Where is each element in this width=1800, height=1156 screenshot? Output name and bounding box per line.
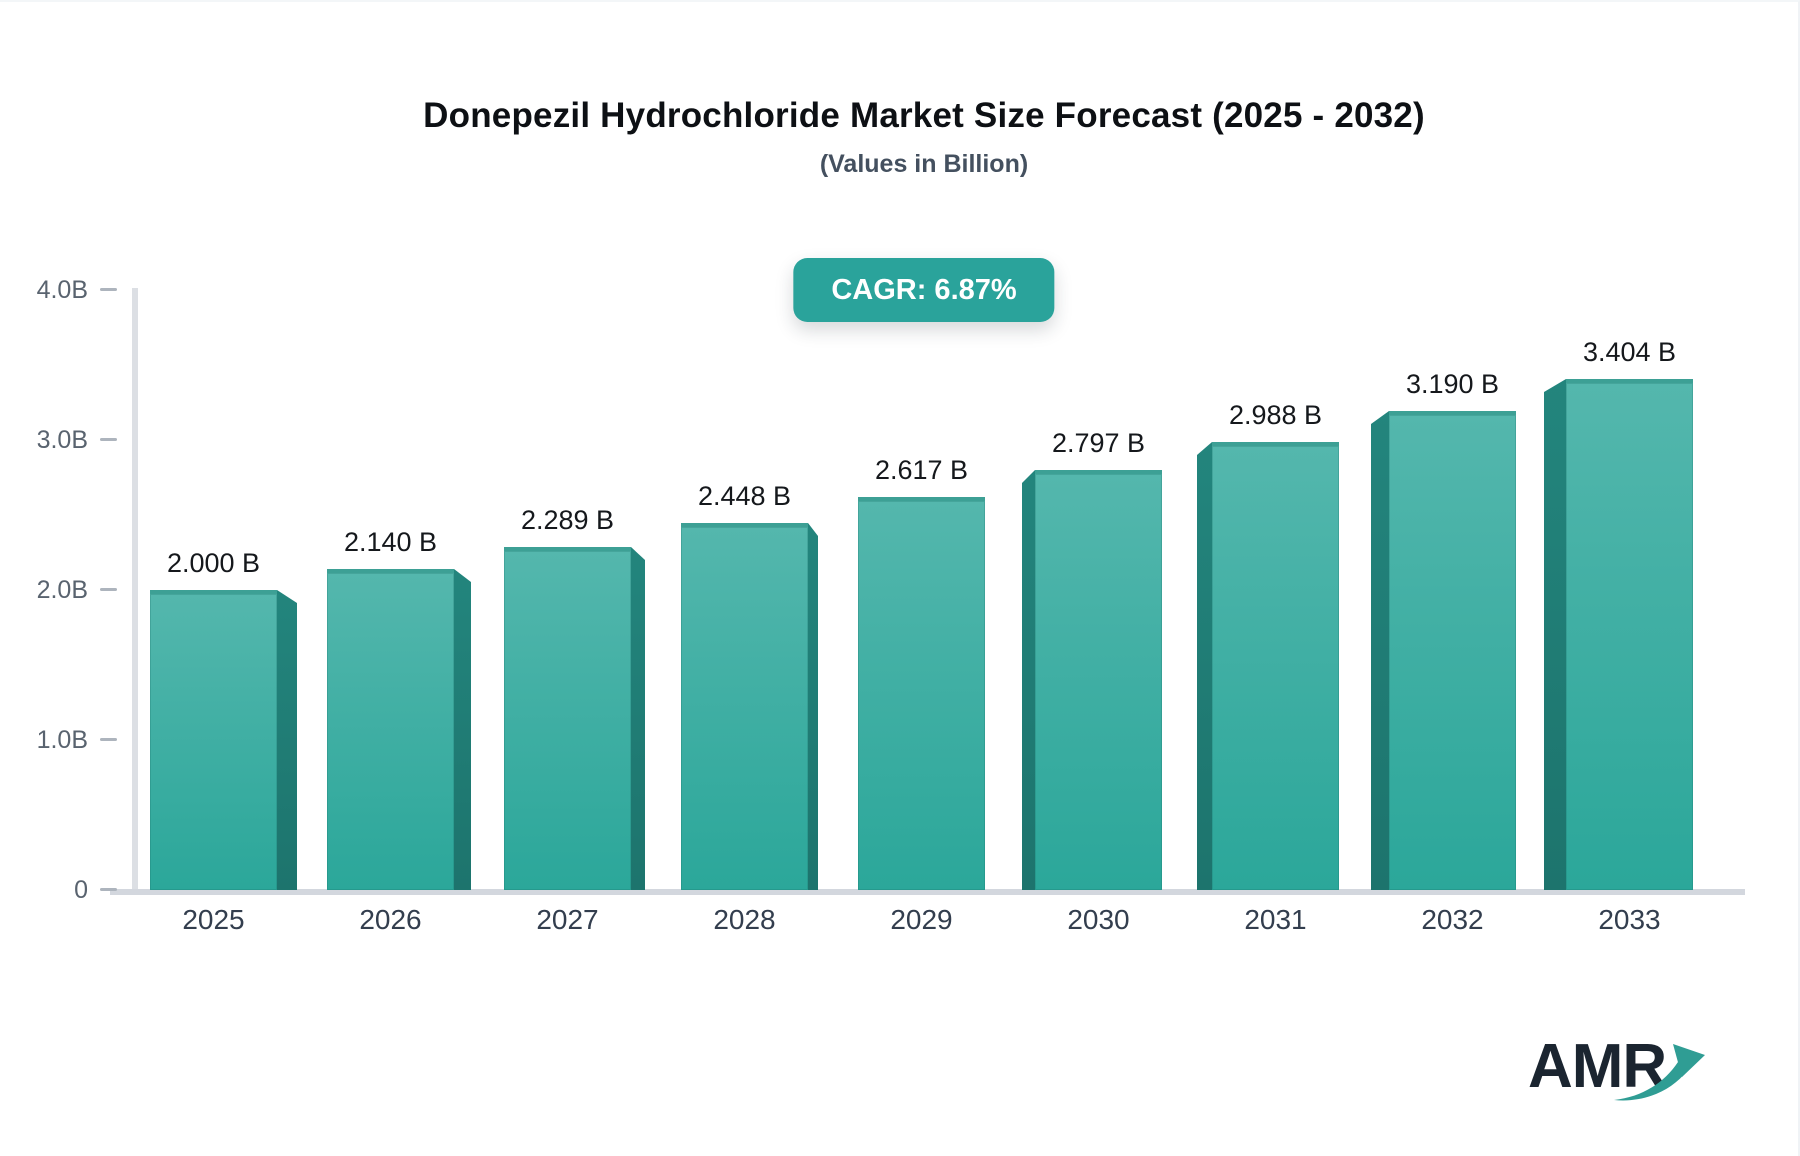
bar-2025 [150,590,277,890]
y-tick-dash [100,438,117,441]
bar-side-2027 [631,547,645,890]
cagr-badge: CAGR: 6.87% [793,258,1055,322]
amr-logo: AMR [1528,1036,1768,1116]
y-tick-label: 2.0B [36,576,88,604]
y-tick-label: 0 [74,876,88,904]
bar-value-label-2025: 2.000 B [166,548,261,578]
x-axis-label-2032: 2032 [1421,904,1484,935]
bar-2027 [504,547,631,890]
x-axis-label-2030: 2030 [1067,904,1130,935]
bar-side-2028 [808,523,818,890]
bar-side-2033 [1544,379,1566,890]
bar-value-label-2032: 3.190 B [1405,369,1500,399]
bar-value-label-2026: 2.140 B [343,527,438,557]
bar-2028 [681,523,808,890]
y-tick-label: 4.0B [36,276,88,304]
bar-value-label-2033: 3.404 B [1582,337,1677,367]
growth-arrow-icon [1614,1044,1705,1101]
bar-2030 [1035,470,1162,890]
bar-2031 [1212,442,1339,890]
y-tick-label: 1.0B [36,726,88,754]
bar-value-label-2031: 2.988 B [1228,400,1323,430]
amr-logo-text: AMR [1528,1032,1667,1101]
x-axis-label-2028: 2028 [713,904,776,935]
y-axis-line [132,288,138,895]
x-axis-line [110,889,1745,895]
x-axis-label-2025: 2025 [182,904,245,935]
y-tick-label: 3.0B [36,426,88,454]
x-axis-label-2031: 2031 [1244,904,1307,935]
y-tick-dash [100,288,117,291]
bar-value-label-2029: 2.617 B [874,455,969,485]
bar-side-2030 [1022,470,1035,890]
y-tick-dash [100,588,117,591]
x-axis-label-2027: 2027 [536,904,599,935]
bar-2026 [327,569,454,890]
bar-value-label-2028: 2.448 B [697,481,792,511]
bar-side-2032 [1371,411,1389,890]
x-axis-label-2033: 2033 [1598,904,1661,935]
bar-2032 [1389,411,1516,890]
chart-subtitle: (Values in Billion) [819,150,1029,178]
y-tick-dash [100,888,117,891]
bar-value-label-2030: 2.797 B [1051,428,1146,458]
bar-side-2026 [454,569,471,890]
page-title: Donepezil Hydrochloride Market Size Fore… [423,96,1425,135]
bar-side-2025 [277,590,297,890]
bar-side-2031 [1197,442,1212,890]
x-axis-label-2029: 2029 [890,904,953,935]
x-axis-label-2026: 2026 [359,904,422,935]
bar-value-label-2027: 2.289 B [520,505,615,535]
bar-2029 [858,497,985,890]
y-tick-dash [100,738,117,741]
bar-2033 [1566,379,1693,890]
